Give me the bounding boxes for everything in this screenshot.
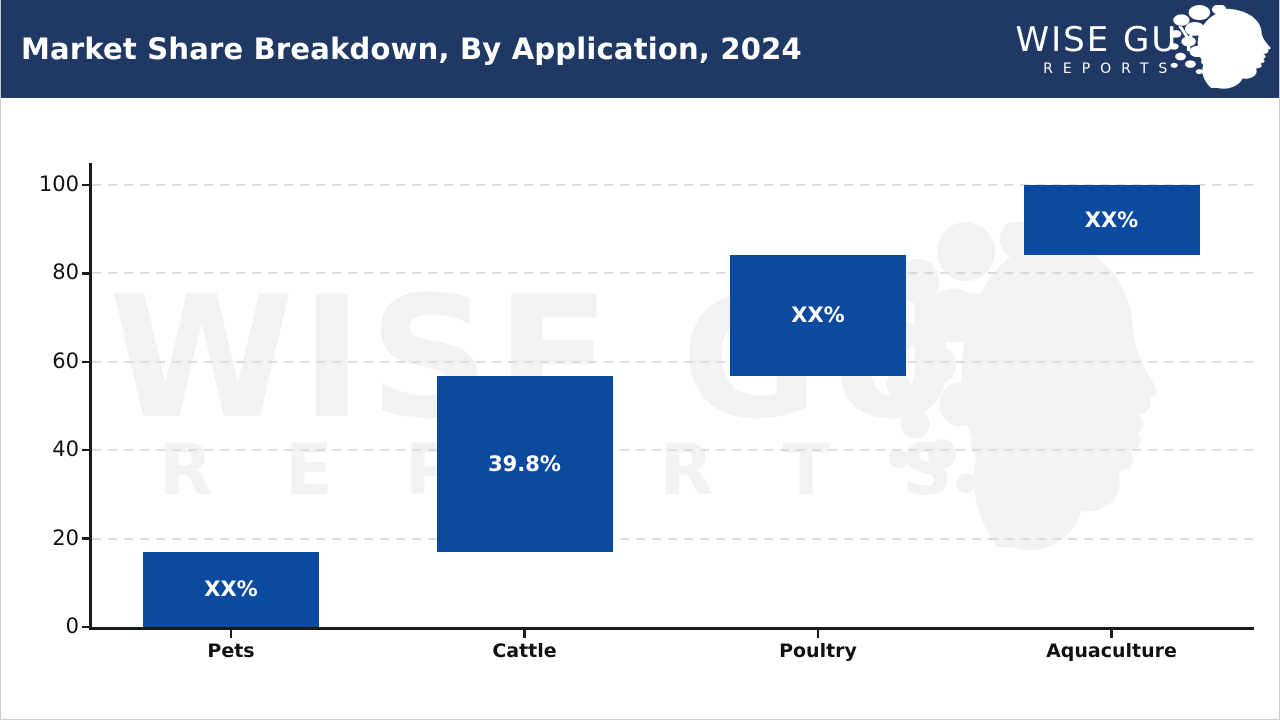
bar-aquaculture <box>1023 185 1200 255</box>
bar-value-label-cattle: 39.8% <box>488 451 561 476</box>
gridline-80 <box>92 272 1253 275</box>
y-tick-20 <box>82 537 90 540</box>
y-tick-80 <box>82 272 90 275</box>
bar-value-label-poultry: XX% <box>791 303 845 328</box>
gridline-20 <box>92 537 1253 540</box>
logo-subtext: REPORTS <box>1043 60 1178 77</box>
gridline-60 <box>92 360 1253 363</box>
y-tick-40 <box>82 448 90 452</box>
logo-text: WISE GUY REPORTS <box>1015 23 1201 76</box>
x-axis <box>89 627 1254 630</box>
x-tick-pets <box>229 630 233 638</box>
bar-value-label-aquaculture: XX% <box>1084 207 1139 232</box>
gridline-40 <box>92 449 1253 452</box>
y-tick-60 <box>82 360 90 364</box>
gridline-100 <box>92 184 1253 186</box>
y-tick-label-20: 20 <box>52 525 79 550</box>
y-tick-label-0: 0 <box>65 614 79 638</box>
y-tick-label-40: 40 <box>52 437 79 462</box>
x-tick-label-pets: Pets <box>207 640 255 662</box>
x-tick-poultry <box>816 630 820 638</box>
x-tick-label-cattle: Cattle <box>492 640 557 662</box>
header-bar: Market Share Breakdown, By Application, … <box>1 0 1279 98</box>
y-tick-label-100: 100 <box>38 172 79 196</box>
y-tick-label-80: 80 <box>52 260 79 285</box>
x-tick-cattle <box>523 630 526 638</box>
bar-poultry <box>730 254 906 376</box>
y-tick-100 <box>82 183 90 187</box>
wise-guy-reports-logo: WISE GUY REPORTS <box>1015 5 1275 93</box>
bar-pets <box>143 551 319 627</box>
y-tick-label-60: 60 <box>52 348 79 373</box>
x-tick-aquaculture <box>1110 630 1113 638</box>
y-tick-0 <box>82 625 90 629</box>
y-axis <box>89 163 92 629</box>
x-tick-label-aquaculture: Aquaculture <box>1046 640 1177 662</box>
x-tick-label-poultry: Poultry <box>779 640 857 662</box>
logo-wordmark: WISE GUY <box>1015 19 1201 60</box>
bar-value-label-pets: XX% <box>204 577 258 602</box>
page-title: Market Share Breakdown, By Application, … <box>21 32 802 66</box>
logo-head-icon <box>1169 5 1271 89</box>
bar-cattle <box>436 375 613 552</box>
